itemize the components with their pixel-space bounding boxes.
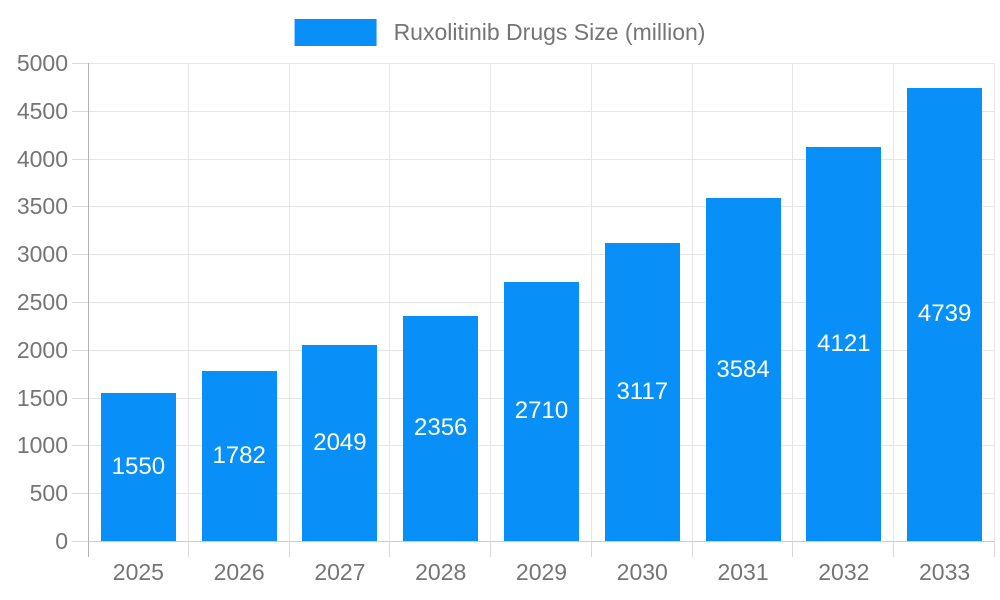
v-gridline: [994, 63, 995, 541]
bar-2028: 2356: [403, 315, 479, 541]
y-axis-tick-label: 0: [55, 528, 68, 554]
y-axis-tick: [72, 302, 88, 303]
bar-2026: 1782: [201, 370, 277, 541]
x-axis-tick: [389, 541, 391, 557]
bar-2031: 3584: [705, 198, 781, 541]
y-axis-tick: [72, 63, 88, 64]
v-gridline: [590, 63, 592, 541]
legend-swatch-icon: [294, 19, 377, 46]
legend-label: Ruxolitinib Drugs Size (million): [393, 19, 706, 45]
y-axis-tick-label: 4500: [16, 97, 68, 124]
y-axis-tick-label: 1000: [16, 432, 68, 459]
bar-2027: 2049: [302, 345, 378, 541]
y-axis-line: [88, 63, 89, 557]
h-gridline: [88, 63, 995, 64]
bar-value-label: 2356: [414, 414, 468, 442]
v-gridline: [187, 63, 189, 541]
y-axis-tick-label: 4000: [16, 145, 68, 172]
y-axis-tick-label: 2500: [16, 289, 68, 315]
bar-value-label: 4121: [817, 330, 871, 357]
x-axis-category-label: 2030: [616, 559, 668, 585]
plot-area: 1550 1782 2049 2356 2710 3117 3584 4121 4739 0 50…: [17, 50, 995, 585]
x-axis-category-label: 2031: [717, 559, 769, 585]
y-axis-tick: [72, 397, 88, 399]
h-gridline: [88, 110, 995, 112]
x-axis-tick: [994, 541, 995, 557]
x-axis-category-label: 2033: [919, 559, 971, 585]
x-axis-tick: [187, 541, 189, 557]
x-axis-category-label: 2028: [415, 559, 467, 585]
bar-2033: 4739: [907, 87, 983, 541]
h-gridline: [88, 541, 995, 542]
bar-2025: 1550: [100, 392, 176, 541]
bar-2032: 4121: [806, 147, 882, 541]
x-axis-tick: [288, 541, 290, 557]
y-axis-tick-label: 2000: [16, 336, 68, 363]
y-axis-tick-label: 3000: [16, 241, 68, 268]
x-axis-tick: [792, 541, 794, 557]
v-gridline: [288, 63, 290, 541]
x-axis-category-label: 2025: [112, 559, 164, 585]
x-axis-tick: [893, 541, 895, 557]
bar-value-label: 4739: [917, 300, 972, 328]
v-gridline: [792, 63, 794, 541]
h-gridline: [88, 206, 995, 208]
legend: Ruxolitinib Drugs Size (million): [294, 19, 706, 46]
x-axis-tick: [490, 541, 492, 557]
y-axis-tick-label: 1500: [16, 384, 68, 411]
bar-value-label: 2710: [514, 397, 569, 425]
x-axis-category-label: 2029: [515, 559, 568, 585]
v-gridline: [490, 63, 492, 541]
bar-2029: 2710: [504, 281, 579, 541]
bar-value-label: 1550: [111, 452, 166, 480]
y-axis-tick: [72, 445, 88, 447]
x-axis-tick: [590, 541, 592, 557]
bar-value-label: 1782: [212, 441, 266, 469]
x-axis-category-label: 2032: [818, 559, 870, 585]
y-axis-tick-label: 500: [29, 480, 68, 507]
y-axis-tick: [72, 206, 88, 208]
v-gridline: [389, 63, 391, 541]
v-gridline: [893, 63, 895, 541]
y-axis-tick: [72, 158, 88, 160]
y-axis-tick: [72, 110, 88, 112]
v-gridline: [691, 63, 693, 541]
bar-2030: 3117: [604, 243, 680, 541]
bar-value-label: 3117: [616, 377, 669, 405]
x-axis-category-label: 2027: [314, 559, 366, 585]
bar-value-label: 2049: [313, 429, 367, 457]
x-axis-tick: [691, 541, 693, 557]
h-gridline: [88, 254, 995, 256]
x-axis-category-label: 2026: [213, 559, 265, 585]
h-gridline: [88, 158, 995, 160]
y-axis-tick: [72, 541, 88, 542]
y-axis-tick: [72, 349, 88, 351]
bar-value-label: 3584: [716, 355, 770, 383]
y-axis-tick: [72, 254, 88, 256]
y-axis-tick: [72, 493, 88, 495]
y-axis-tick-label: 5000: [16, 50, 68, 76]
y-axis-tick-label: 3500: [16, 193, 68, 220]
